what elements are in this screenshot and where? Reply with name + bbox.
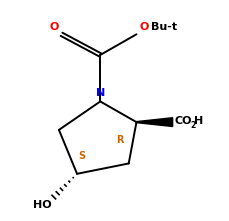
Text: Bu-t: Bu-t bbox=[151, 22, 177, 32]
Text: O: O bbox=[139, 22, 149, 32]
Text: R: R bbox=[116, 135, 123, 145]
Text: H: H bbox=[194, 116, 203, 126]
Text: S: S bbox=[79, 151, 86, 161]
Text: O: O bbox=[49, 22, 58, 32]
Text: 2: 2 bbox=[190, 121, 195, 130]
Text: HO: HO bbox=[33, 200, 52, 210]
Text: N: N bbox=[96, 88, 105, 98]
Polygon shape bbox=[136, 118, 173, 126]
Text: CO: CO bbox=[175, 116, 192, 126]
